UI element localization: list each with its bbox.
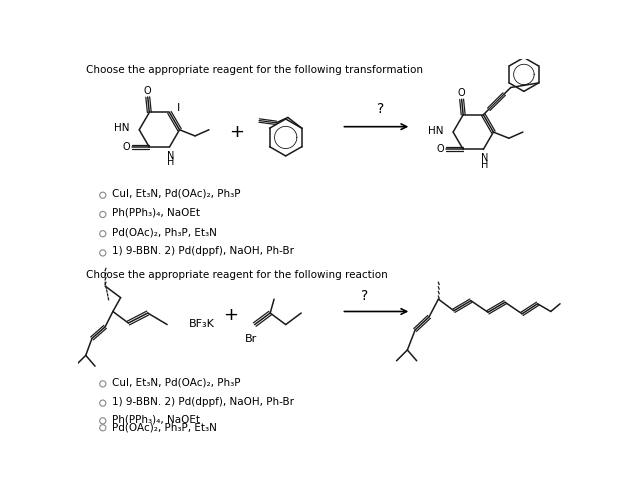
Text: I: I <box>177 103 180 113</box>
Text: Pd(OAc)₂, Ph₃P, Et₃N: Pd(OAc)₂, Ph₃P, Et₃N <box>112 423 217 433</box>
Text: Cul, Et₃N, Pd(OAc)₂, Ph₃P: Cul, Et₃N, Pd(OAc)₂, Ph₃P <box>112 189 241 199</box>
Text: 1) 9-BBN. 2) Pd(dppf), NaOH, Ph-Br: 1) 9-BBN. 2) Pd(dppf), NaOH, Ph-Br <box>112 397 294 407</box>
Circle shape <box>100 425 106 431</box>
Text: N: N <box>167 151 175 161</box>
Text: H: H <box>481 160 489 170</box>
Text: Choose the appropriate reagent for the following transformation: Choose the appropriate reagent for the f… <box>85 65 422 75</box>
Circle shape <box>100 250 106 256</box>
Text: Ph(PPh₃)₄, NaOEt: Ph(PPh₃)₄, NaOEt <box>112 208 200 218</box>
Circle shape <box>100 212 106 218</box>
Text: BF₃K: BF₃K <box>189 319 215 329</box>
Text: HN: HN <box>428 126 444 136</box>
Text: H: H <box>167 158 175 167</box>
Circle shape <box>100 192 106 198</box>
Circle shape <box>100 418 106 424</box>
Text: Cul, Et₃N, Pd(OAc)₂, Ph₃P: Cul, Et₃N, Pd(OAc)₂, Ph₃P <box>112 377 241 387</box>
Circle shape <box>100 381 106 387</box>
Text: O: O <box>122 142 130 152</box>
Text: HN: HN <box>114 123 130 133</box>
Text: +: + <box>223 305 238 324</box>
Text: O: O <box>436 144 444 154</box>
Text: ?: ? <box>377 102 384 116</box>
Circle shape <box>100 231 106 237</box>
Text: Ph(PPh₃)₄, NaOEt: Ph(PPh₃)₄, NaOEt <box>112 414 200 424</box>
Text: N: N <box>481 153 489 163</box>
Text: O: O <box>458 88 466 98</box>
Text: Pd(OAc)₂, Ph₃P, Et₃N: Pd(OAc)₂, Ph₃P, Et₃N <box>112 227 217 237</box>
Text: +: + <box>230 123 245 141</box>
Circle shape <box>100 400 106 406</box>
Text: 1) 9-BBN. 2) Pd(dppf), NaOH, Ph-Br: 1) 9-BBN. 2) Pd(dppf), NaOH, Ph-Br <box>112 246 294 256</box>
Text: Choose the appropriate reagent for the following reaction: Choose the appropriate reagent for the f… <box>85 270 388 280</box>
Text: Br: Br <box>245 334 257 344</box>
Text: O: O <box>144 86 152 96</box>
Text: ?: ? <box>361 289 368 303</box>
